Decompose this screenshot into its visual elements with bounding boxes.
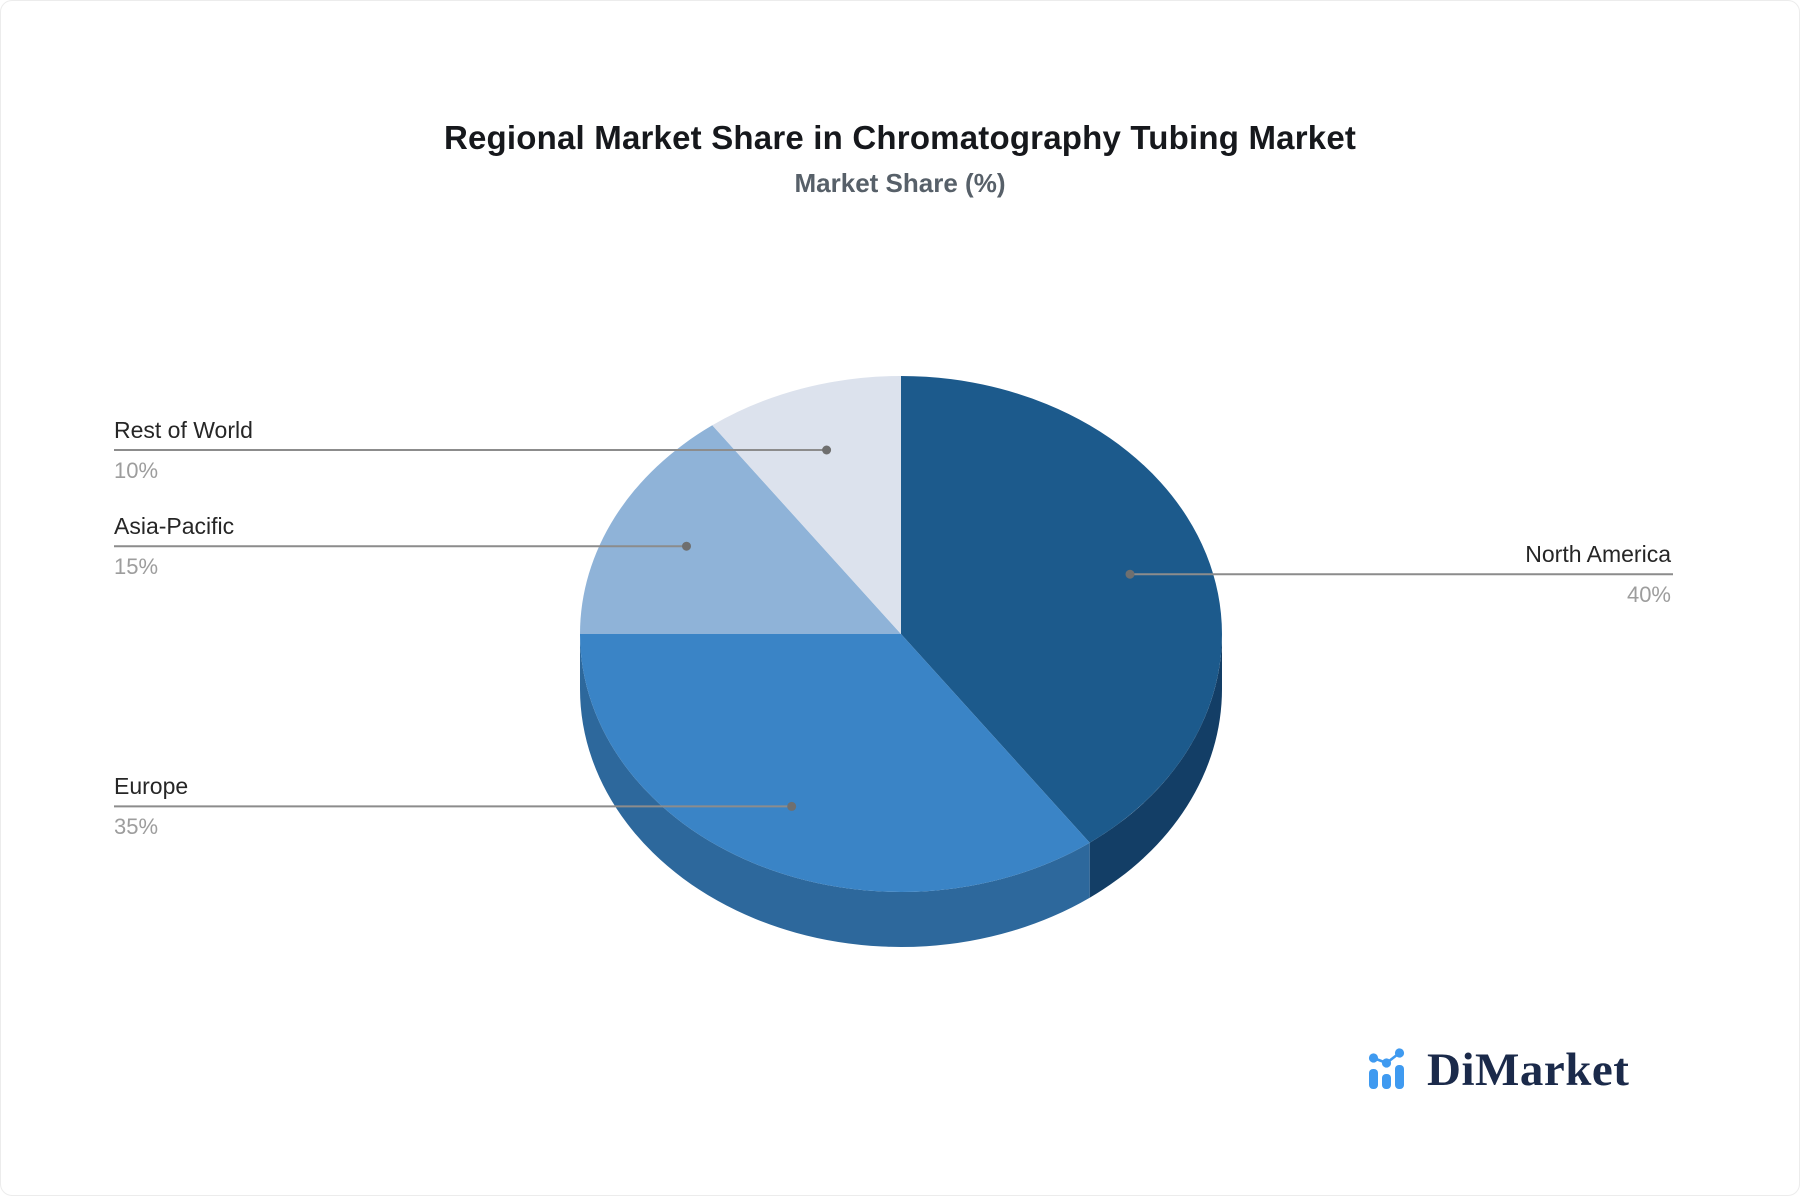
- chart-title: Regional Market Share in Chromatography …: [443, 119, 1357, 156]
- callout-label-north-america: North America: [1525, 541, 1671, 568]
- leader-dot-europe: [787, 801, 797, 811]
- callout-value-europe: 35%: [114, 814, 159, 840]
- pie-slice-side-north-america: [1089, 634, 1222, 898]
- brand-logo[interactable]: DiMarket: [1367, 1044, 1630, 1096]
- leader-dot-rest-of-world: [822, 445, 832, 455]
- pie-slice-rest-of-world[interactable]: [712, 376, 901, 634]
- callout-label-asia-pacific: Asia-Pacific: [114, 513, 235, 540]
- callout-value-north-america: 40%: [1626, 582, 1671, 608]
- logo-bar-line-chart-icon: [1368, 1048, 1405, 1089]
- callout-label-europe: Europe: [114, 773, 189, 800]
- pie-slice-north-america[interactable]: [901, 376, 1222, 843]
- callout-value-rest-of-world: 10%: [114, 457, 159, 483]
- pie-slice-side-europe: [580, 634, 1090, 947]
- callout-label-rest-of-world: Rest of World: [114, 416, 253, 443]
- logo-text: DiMarket: [1427, 1044, 1630, 1096]
- leader-dot-asia-pacific: [682, 541, 691, 551]
- pie-slice-europe[interactable]: [580, 634, 1090, 892]
- chart-subtitle: Market Share (%): [794, 168, 1006, 198]
- pie-slice-asia-pacific[interactable]: [580, 425, 901, 634]
- callout-value-asia-pacific: 15%: [114, 554, 159, 580]
- leader-dot-north-america: [1125, 569, 1135, 579]
